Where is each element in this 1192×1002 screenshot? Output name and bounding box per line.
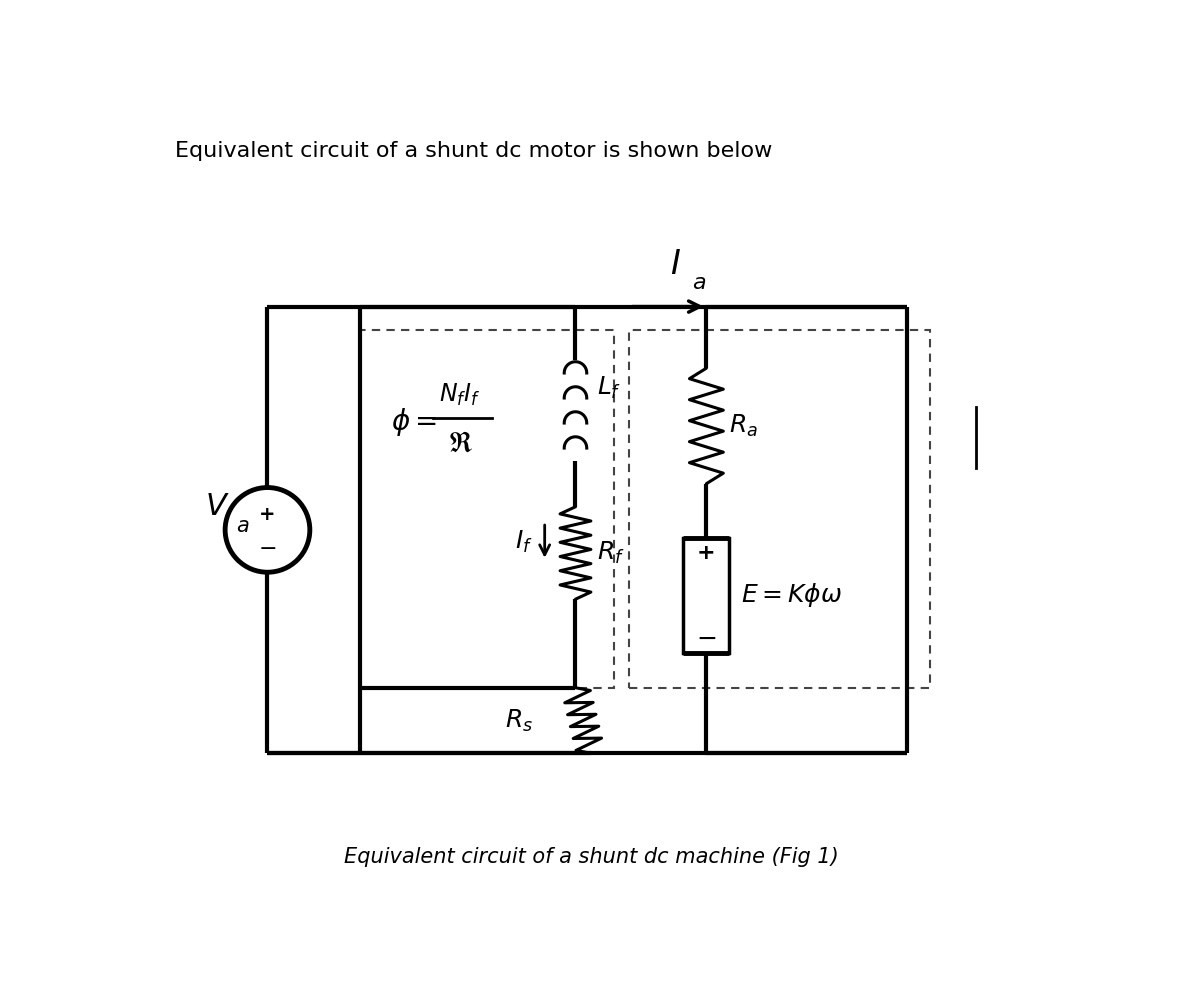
Text: $R_f$: $R_f$: [597, 540, 625, 566]
Text: $a$: $a$: [691, 274, 706, 294]
Text: $N_f I_f$: $N_f I_f$: [440, 382, 480, 408]
Text: $-$: $-$: [259, 537, 277, 557]
Bar: [629, 330, 930, 687]
Text: $I_f$: $I_f$: [515, 528, 533, 554]
Text: +: +: [697, 543, 715, 563]
Text: $a$: $a$: [236, 516, 249, 536]
Text: $R_a$: $R_a$: [730, 413, 758, 439]
Text: Equivalent circuit of a shunt dc machine (Fig 1): Equivalent circuit of a shunt dc machine…: [344, 847, 839, 867]
Text: $E = K\phi\omega$: $E = K\phi\omega$: [741, 581, 843, 609]
Bar: [683, 538, 730, 653]
Text: $-$: $-$: [696, 625, 716, 649]
Text: $\mathfrak{R}$: $\mathfrak{R}$: [447, 430, 472, 458]
Text: +: +: [259, 505, 275, 524]
Text: $\phi=$: $\phi=$: [391, 406, 436, 438]
Text: Equivalent circuit of a shunt dc motor is shown below: Equivalent circuit of a shunt dc motor i…: [175, 141, 772, 161]
Text: $R_s$: $R_s$: [505, 707, 533, 733]
Text: $I$: $I$: [670, 247, 681, 281]
Text: $V$: $V$: [205, 492, 230, 521]
Bar: [360, 330, 614, 687]
Text: $L_f$: $L_f$: [597, 375, 621, 401]
